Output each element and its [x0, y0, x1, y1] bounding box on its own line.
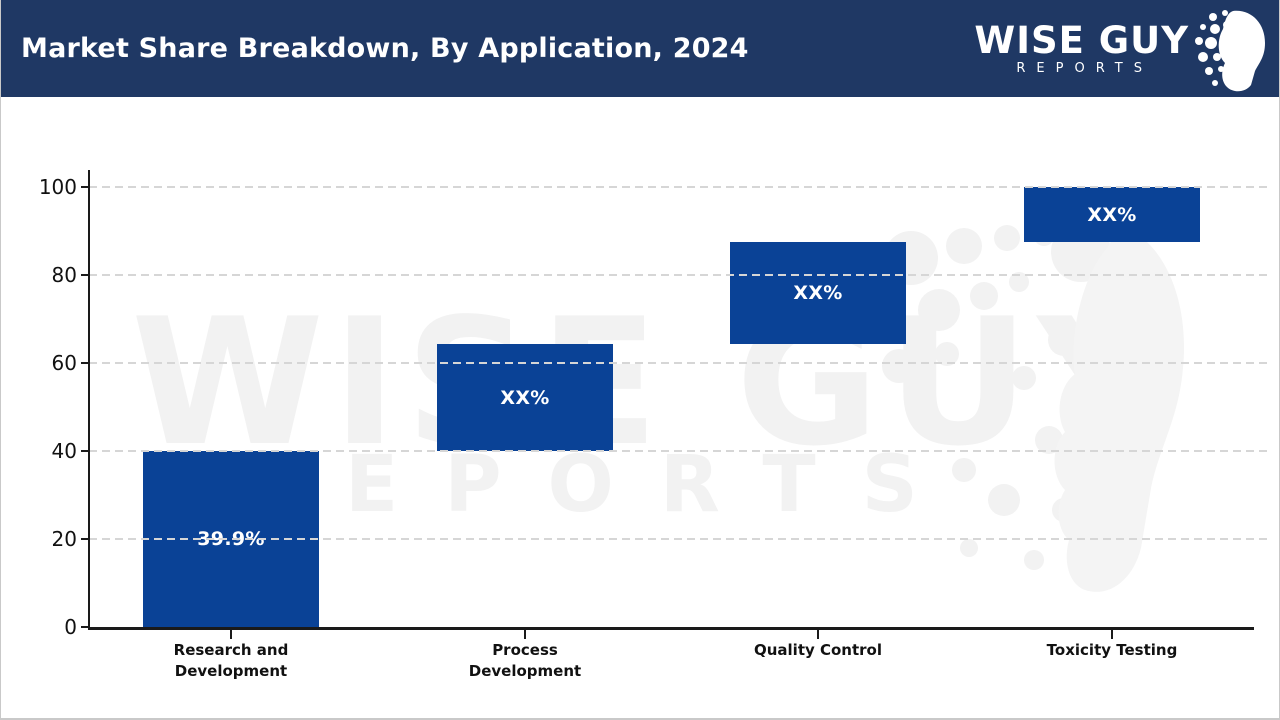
watermark-face-icon	[882, 222, 1185, 592]
bar: XX%	[1024, 187, 1200, 242]
x-axis-tick	[817, 630, 819, 639]
y-axis-tick	[81, 626, 89, 628]
gridline	[89, 538, 1267, 540]
y-axis-tick	[81, 538, 89, 540]
bar-value-label: XX%	[1087, 203, 1137, 226]
x-axis-category-label: Toxicity Testing	[1046, 641, 1178, 659]
x-axis-category-label: Process Development	[468, 641, 582, 680]
brand-logo: WISE GUY REPORTS	[974, 5, 1279, 93]
y-axis-tick	[81, 362, 89, 364]
brand-name: WISE GUY	[974, 19, 1189, 62]
bar: XX%	[437, 343, 613, 452]
gridline	[89, 274, 1267, 276]
y-axis-tick-label: 60	[51, 351, 77, 375]
gridline	[89, 450, 1267, 452]
bar-value-label: XX%	[500, 386, 550, 409]
y-axis-tick-label: 40	[51, 439, 77, 463]
x-axis-category-label: Quality Control	[753, 641, 882, 659]
x-axis-line	[88, 627, 1254, 630]
y-axis-tick	[81, 274, 89, 276]
x-axis-category-label: Research and Development	[173, 641, 289, 680]
bar-value-label: XX%	[793, 281, 843, 304]
y-axis-tick-label: 100	[38, 175, 77, 199]
brand-logo-text: WISE GUY REPORTS	[974, 22, 1189, 75]
y-axis-tick	[81, 450, 89, 452]
x-axis-tick	[230, 630, 232, 639]
x-axis-tick	[524, 630, 526, 639]
header-bar: Market Share Breakdown, By Application, …	[1, 0, 1279, 97]
gridline	[89, 362, 1267, 364]
bar: XX%	[730, 242, 906, 344]
gridline	[89, 186, 1267, 188]
y-axis-line	[88, 170, 90, 629]
y-axis-tick-label: 0	[64, 615, 77, 639]
watermark-subtext: REPORTS	[239, 440, 964, 530]
page-title: Market Share Breakdown, By Application, …	[21, 33, 749, 64]
y-axis-tick-label: 20	[51, 527, 77, 551]
logo-face-icon	[1195, 9, 1265, 91]
brand-subname: REPORTS	[1016, 61, 1153, 76]
y-axis-tick	[81, 186, 89, 188]
x-axis-tick	[1111, 630, 1113, 639]
y-axis-tick-label: 80	[51, 263, 77, 287]
